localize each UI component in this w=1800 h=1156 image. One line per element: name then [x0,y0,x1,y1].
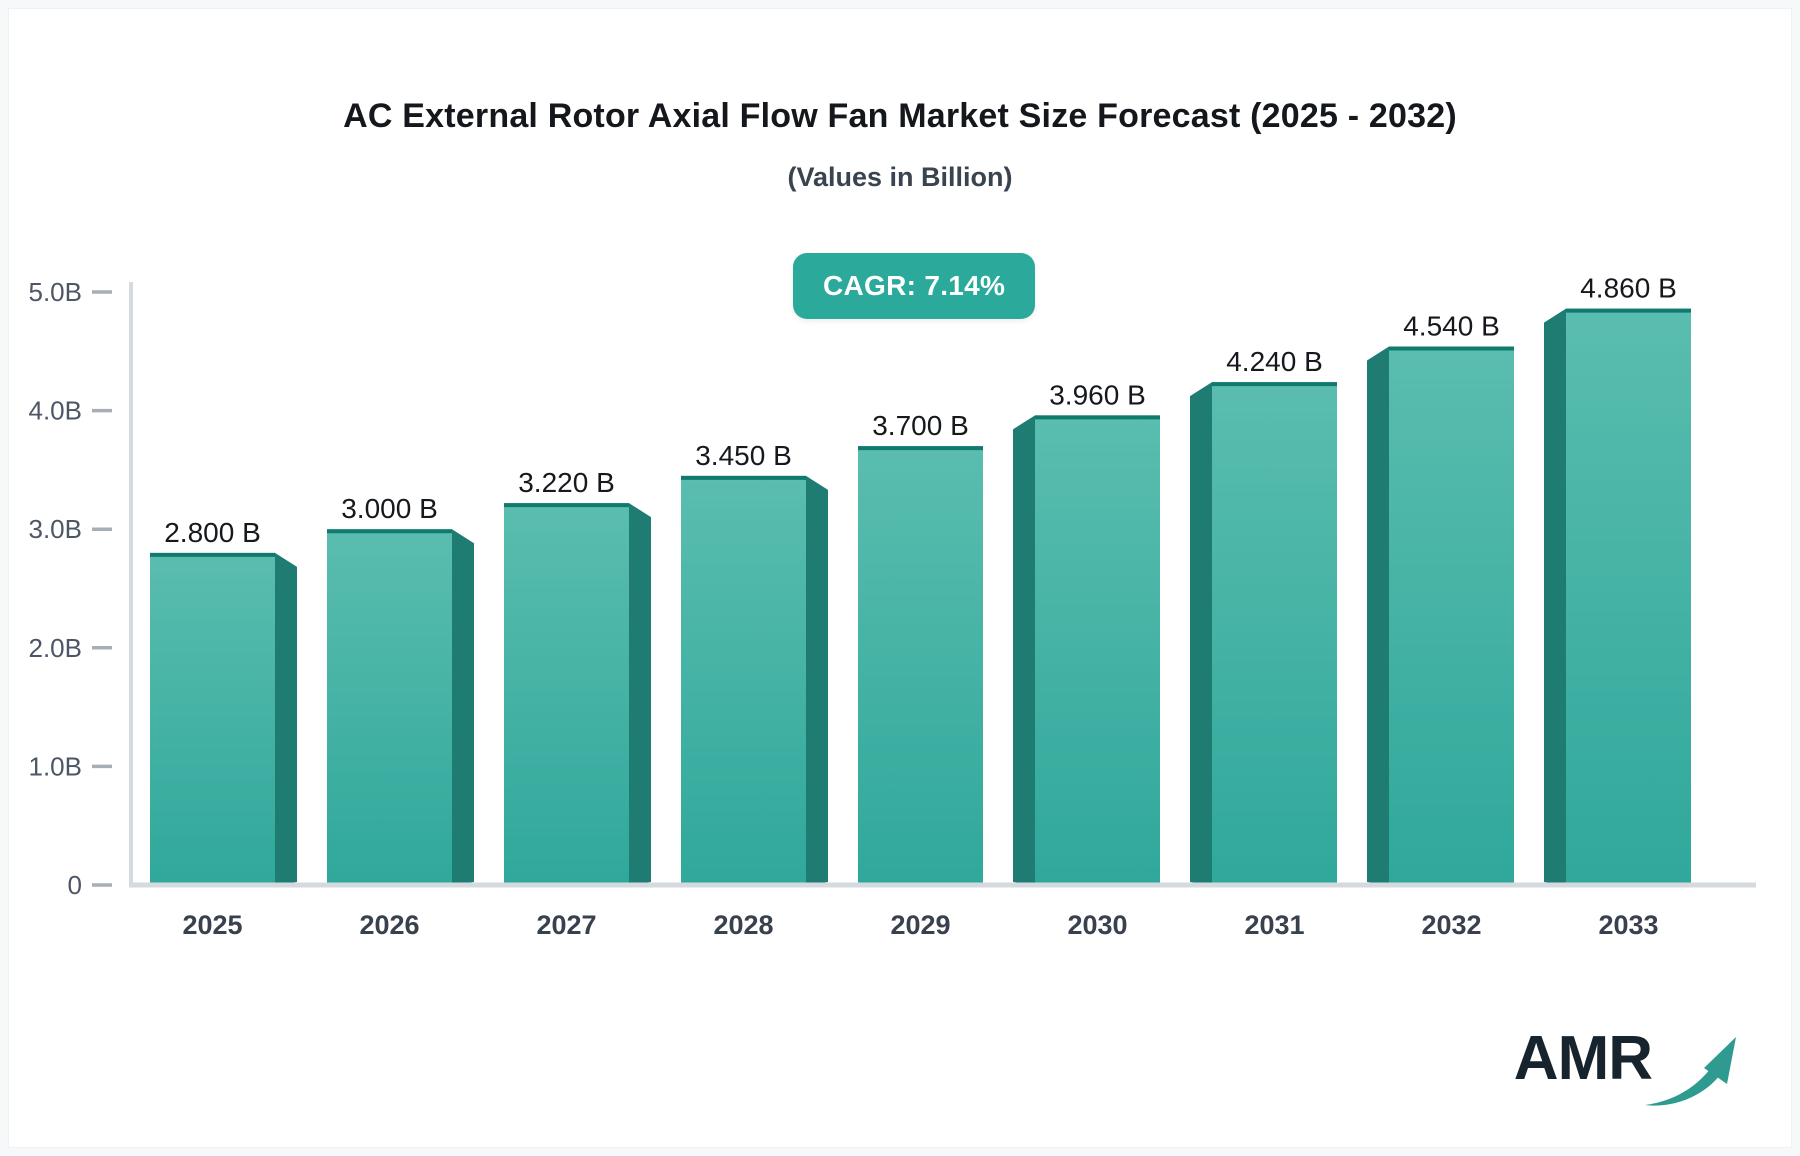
y-tick-label: 1.0B [29,751,83,781]
chart-subtitle: (Values in Billion) [787,162,1013,192]
x-category-label: 2027 [536,910,596,940]
bar-side-2033 [1544,308,1566,885]
bar-value-label: 2.800 B [164,517,261,548]
bar-side-2030 [1013,415,1035,885]
y-tick-label: 0 [68,870,82,900]
cagr-badge: CAGR: 7.14% [793,253,1036,319]
amr-logo-text: AMR [1513,1024,1653,1093]
bar-value-label: 3.450 B [695,440,792,471]
y-tick-label: 3.0B [29,514,83,544]
bar-value-label: 3.960 B [1049,379,1146,410]
chart-title: AC External Rotor Axial Flow Fan Market … [343,97,1457,135]
bar-value-label: 3.220 B [518,467,615,498]
bar-side-2031 [1190,382,1212,885]
bar-value-label: 4.540 B [1403,311,1500,342]
bar-value-label: 4.240 B [1226,346,1323,377]
x-category-label: 2033 [1598,910,1658,940]
bar-value-label: 3.700 B [872,410,969,441]
x-category-label: 2029 [890,910,950,940]
bar-2031 [1212,382,1337,885]
bar-2027 [504,503,629,885]
x-category-label: 2031 [1244,910,1304,940]
x-category-label: 2028 [713,910,773,940]
bar-side-2032 [1367,346,1389,885]
bar-side-2027 [629,503,651,885]
x-category-label: 2032 [1421,910,1481,940]
x-category-label: 2030 [1067,910,1127,940]
bar-2029 [858,446,983,885]
bar-2030 [1035,415,1160,885]
amr-logo-arrow-icon [1645,1037,1736,1106]
bar-2025 [150,552,275,885]
x-category-label: 2026 [359,910,419,940]
cagr-badge-label: CAGR: 7.14% [823,270,1006,301]
bar-side-2025 [275,552,297,885]
y-tick-label: 2.0B [29,633,83,663]
bar-side-2028 [806,475,828,885]
bar-value-label: 4.860 B [1580,273,1677,304]
bar-2028 [681,475,806,885]
bar-side-2026 [452,529,474,885]
amr-logo: AMR [1514,1028,1742,1112]
bar-value-label: 3.000 B [341,493,438,524]
x-category-label: 2025 [182,910,242,940]
y-tick-label: 4.0B [29,396,83,426]
bar-2032 [1389,346,1514,885]
bar-2033 [1566,308,1691,885]
bar-2026 [327,529,452,885]
y-tick-label: 5.0B [29,277,83,307]
